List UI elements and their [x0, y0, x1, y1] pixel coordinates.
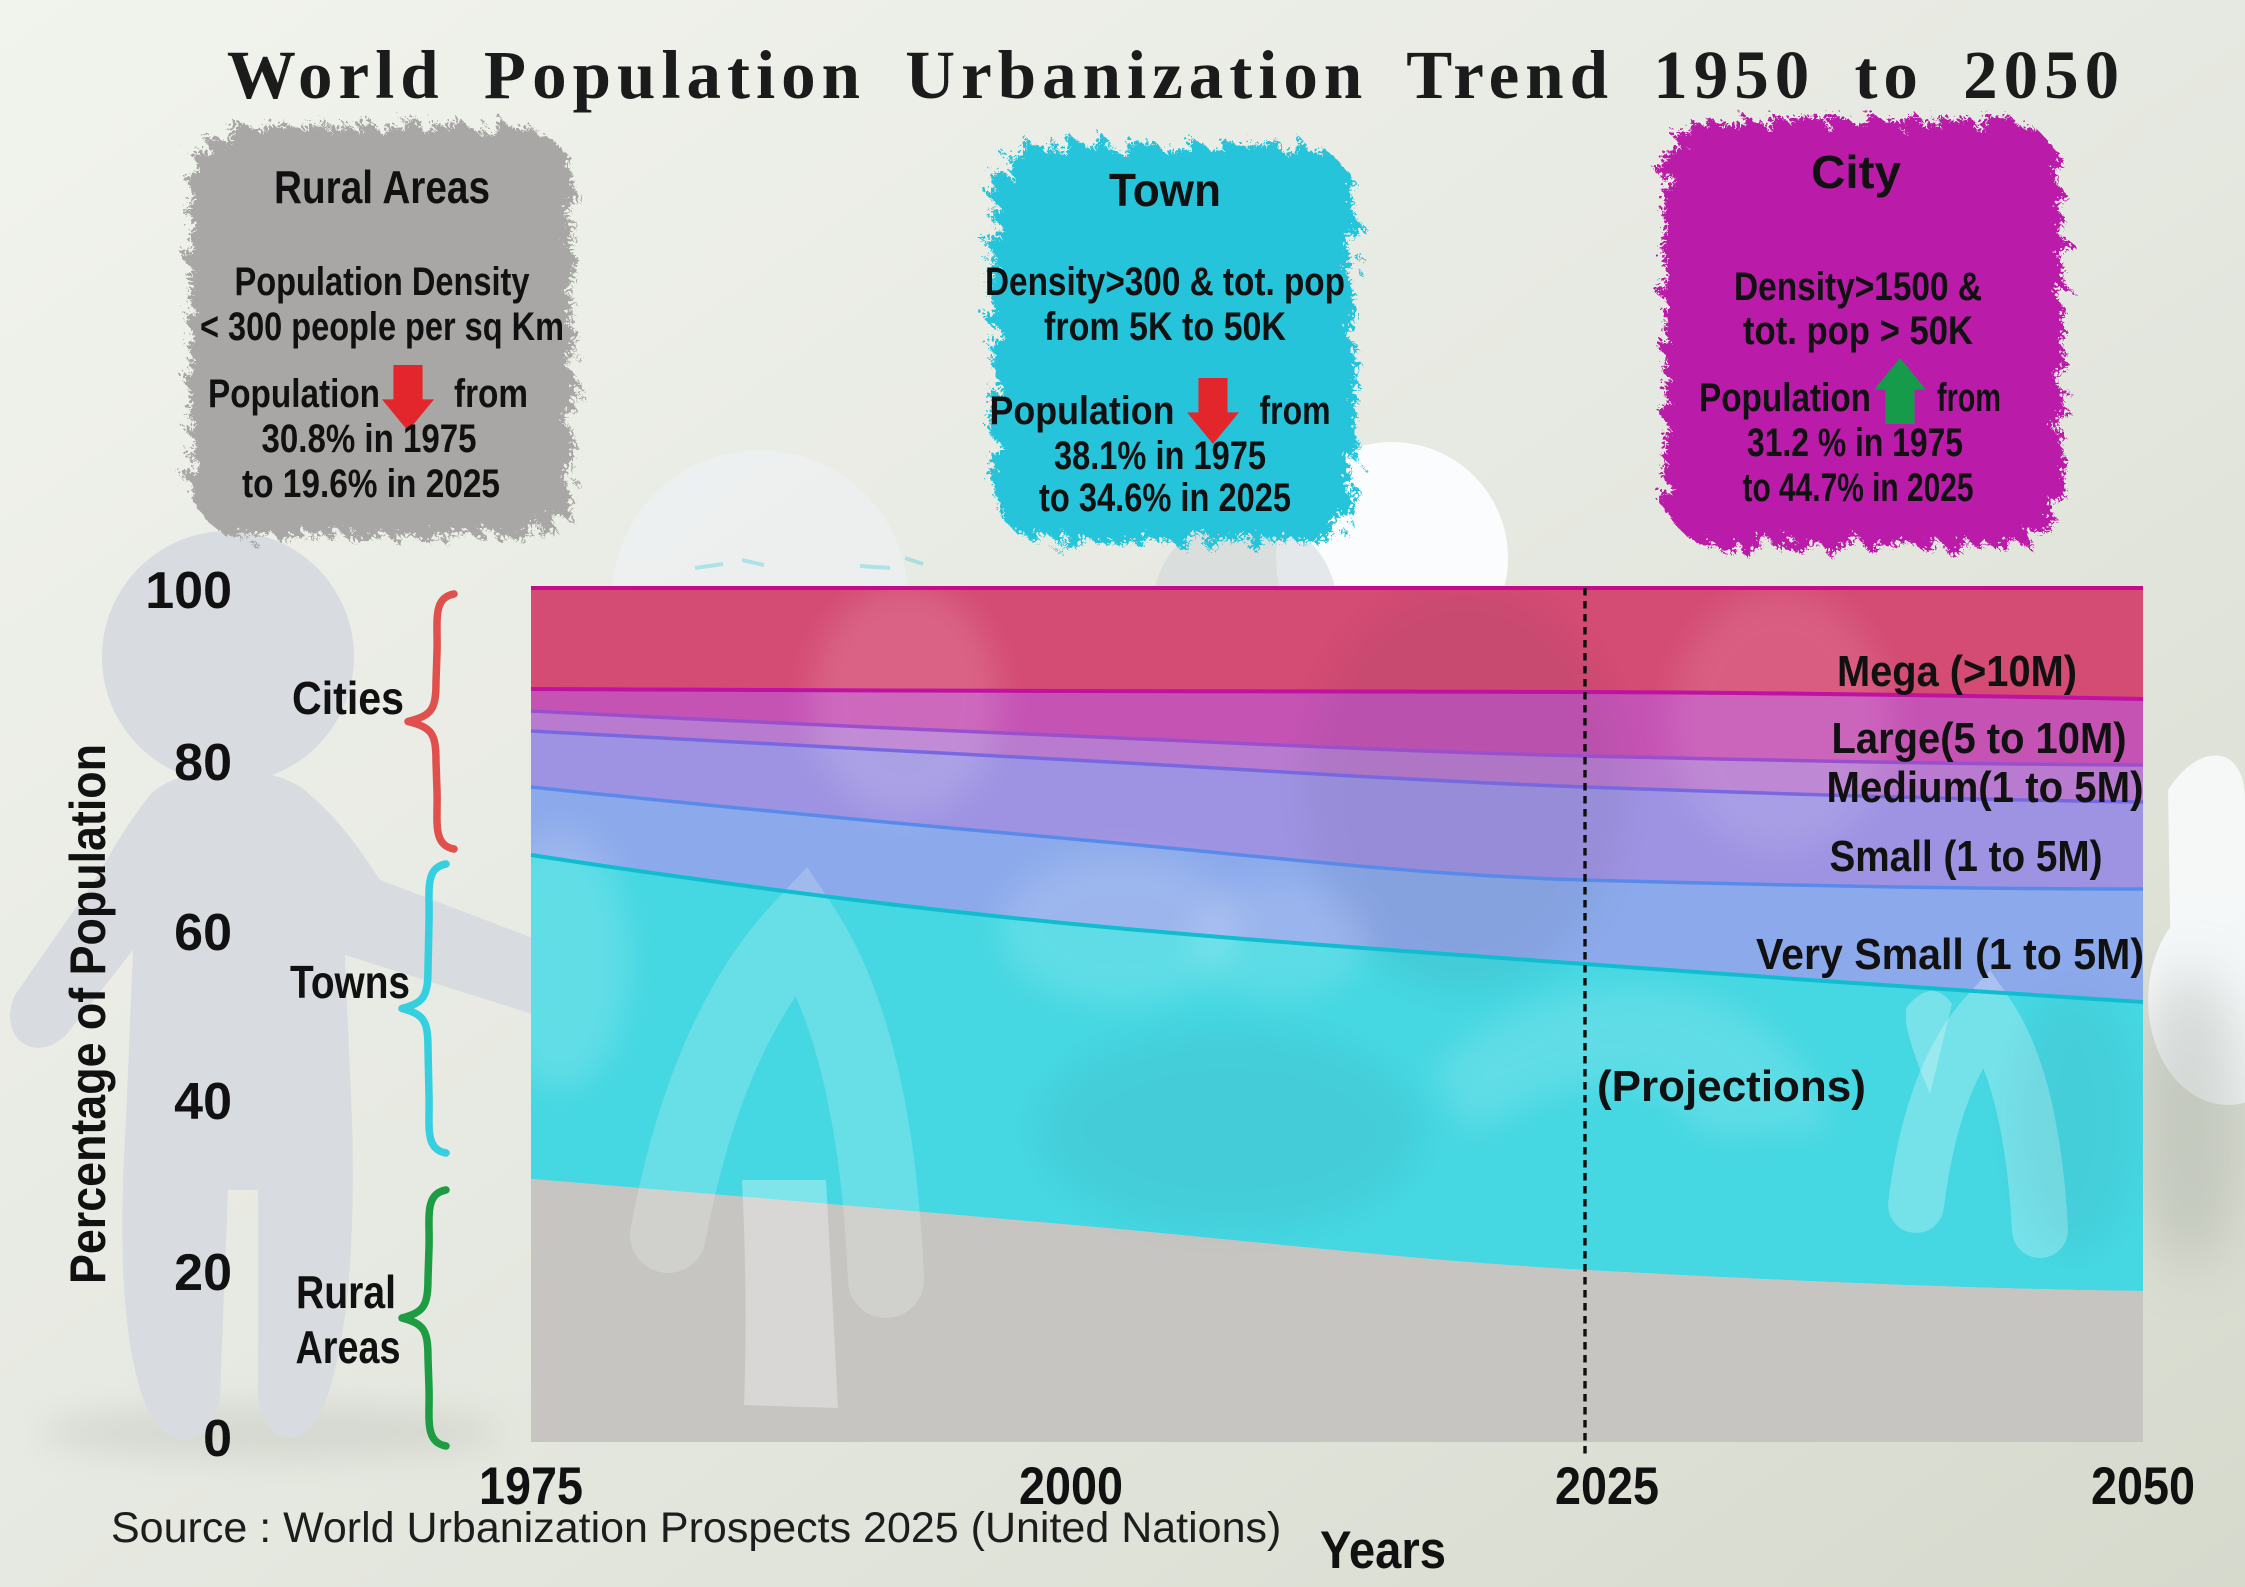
- svg-text:31.2 % in 1975: 31.2 % in 1975: [1747, 421, 1963, 465]
- svg-text:from 5K to 50K: from 5K to 50K: [1044, 305, 1286, 349]
- svg-text:20: 20: [174, 1244, 232, 1302]
- svg-text:Years: Years: [1320, 1521, 1446, 1580]
- svg-text:Population: Population: [1699, 376, 1871, 420]
- svg-text:40: 40: [174, 1073, 232, 1131]
- svg-text:to 44.7% in 2025: to 44.7% in 2025: [1743, 466, 1974, 510]
- svg-text:< 300 people per sq Km: < 300 people per sq Km: [200, 305, 564, 349]
- svg-text:Percentage of Population: Percentage of Population: [60, 744, 116, 1284]
- svg-text:Rural: Rural: [296, 1266, 396, 1318]
- svg-text:30.8% in 1975: 30.8% in 1975: [262, 417, 477, 461]
- svg-text:to 19.6% in 2025: to 19.6% in 2025: [242, 462, 500, 506]
- svg-text:Source : World Urbanization Pr: Source : World Urbanization Prospects 20…: [111, 1504, 1281, 1552]
- svg-text:100: 100: [145, 562, 232, 620]
- svg-text:from: from: [1260, 389, 1331, 433]
- svg-text:from: from: [454, 372, 528, 416]
- svg-text:Density>300 & tot. pop: Density>300 & tot. pop: [985, 260, 1345, 304]
- svg-text:(Projections): (Projections): [1597, 1062, 1866, 1111]
- svg-text:60: 60: [174, 904, 232, 962]
- svg-text:Population: Population: [208, 372, 380, 416]
- svg-text:Population: Population: [990, 389, 1175, 433]
- svg-text:Large(5 to 10M): Large(5 to 10M): [1832, 714, 2127, 763]
- svg-text:Cities: Cities: [292, 672, 404, 724]
- svg-text:to 34.6% in 2025: to 34.6% in 2025: [1039, 476, 1291, 520]
- svg-text:0: 0: [203, 1410, 232, 1468]
- svg-text:Very Small (1 to 5M): Very Small (1 to 5M): [1756, 930, 2144, 979]
- svg-text:80: 80: [174, 734, 232, 792]
- svg-text:tot. pop > 50K: tot. pop > 50K: [1743, 309, 1973, 353]
- svg-text:Areas: Areas: [296, 1321, 401, 1373]
- svg-text:Density>1500 &: Density>1500 &: [1734, 265, 1982, 309]
- svg-text:Rural Areas: Rural Areas: [274, 161, 490, 213]
- svg-text:Mega (>10M): Mega (>10M): [1837, 647, 2077, 696]
- svg-text:City: City: [1811, 146, 1901, 198]
- svg-text:2025: 2025: [1555, 1457, 1659, 1516]
- svg-text:1975: 1975: [479, 1457, 583, 1516]
- svg-text:World Population Urbanization: World Population Urbanization Trend 1950…: [227, 37, 2125, 113]
- svg-text:Towns: Towns: [290, 956, 410, 1008]
- svg-text:2000: 2000: [1019, 1457, 1123, 1516]
- svg-text:Medium(1 to 5M): Medium(1 to 5M): [1827, 763, 2144, 812]
- svg-text:2050: 2050: [2091, 1457, 2195, 1516]
- svg-text:Small (1 to 5M): Small (1 to 5M): [1830, 832, 2103, 881]
- svg-text:38.1% in 1975: 38.1% in 1975: [1054, 434, 1266, 478]
- svg-text:from: from: [1937, 376, 2001, 420]
- svg-text:Population Density: Population Density: [235, 260, 531, 304]
- svg-text:Town: Town: [1109, 164, 1221, 216]
